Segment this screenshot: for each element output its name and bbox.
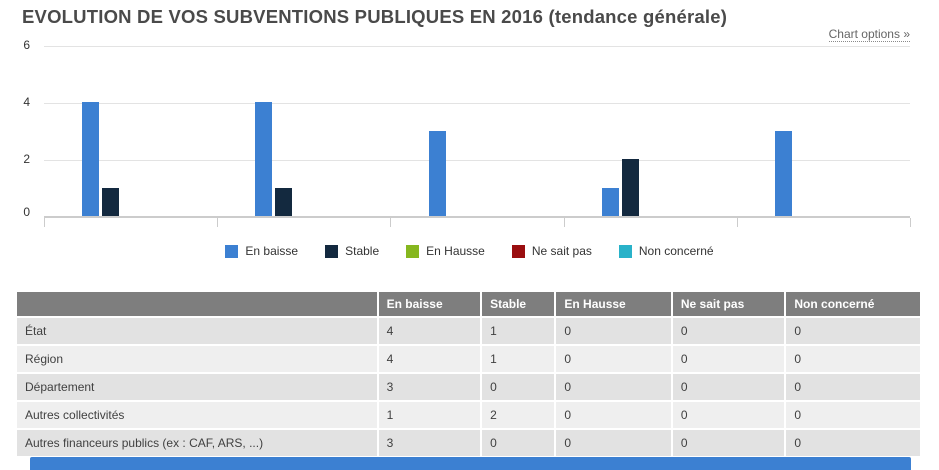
cell-value: 0 xyxy=(786,346,920,372)
results-table: En baisse Stable En Hausse Ne sait pas Non c… xyxy=(15,290,922,458)
x-axis-tick xyxy=(217,218,219,227)
legend-label: Stable xyxy=(345,244,380,258)
cell-value: 0 xyxy=(786,318,920,344)
chart-options-link[interactable]: Chart options » xyxy=(828,27,910,42)
bar-en-baisse xyxy=(82,102,100,216)
column-header: Ne sait pas xyxy=(672,292,785,316)
row-label: Département xyxy=(17,374,377,400)
column-header xyxy=(17,292,377,316)
table-row: Département 3 0 0 0 0 xyxy=(17,374,920,400)
bar-en-baisse xyxy=(774,130,792,216)
column-header: Non concerné xyxy=(786,292,920,316)
cell-value: 0 xyxy=(672,346,785,372)
y-tick-label: 4 xyxy=(23,95,30,109)
y-tick-label: 6 xyxy=(23,38,30,52)
next-section-bar-partial xyxy=(30,457,911,470)
legend-swatch-icon xyxy=(618,244,632,258)
gridline xyxy=(44,103,910,104)
row-label: Autres collectivités xyxy=(17,402,377,428)
cell-value: 3 xyxy=(378,374,481,400)
cell-value: 0 xyxy=(786,374,920,400)
table-header-row: En baisse Stable En Hausse Ne sait pas Non c… xyxy=(17,292,920,316)
x-axis-tick xyxy=(44,218,45,227)
column-header: En Hausse xyxy=(556,292,671,316)
cell-value: 0 xyxy=(786,402,920,428)
legend-label: En baisse xyxy=(245,244,299,258)
legend-label: En Hausse xyxy=(426,244,485,258)
cell-value: 1 xyxy=(378,402,481,428)
table-row: Autres collectivités 1 2 0 0 0 xyxy=(17,402,920,428)
chart-legend: En baisse Stable En Hausse Ne sait pas Non c… xyxy=(0,244,939,258)
x-axis-tick xyxy=(563,218,565,227)
gridline xyxy=(44,46,910,47)
cell-value: 4 xyxy=(378,318,481,344)
row-label: État xyxy=(17,318,377,344)
cell-value: 0 xyxy=(672,430,785,456)
cell-value: 2 xyxy=(482,402,555,428)
bar-stable xyxy=(621,159,639,216)
legend-swatch-icon xyxy=(406,244,420,258)
bar-en-baisse xyxy=(255,102,273,216)
cell-value: 0 xyxy=(672,402,785,428)
legend-item: En baisse xyxy=(225,244,298,258)
page-title: EVOLUTION DE VOS SUBVENTIONS PUBLIQUES E… xyxy=(22,6,728,27)
cell-value: 0 xyxy=(556,430,671,456)
cell-value: 0 xyxy=(672,318,785,344)
table-body: État 4 1 0 0 0 Région 4 1 0 0 0 Département 3 0 0 0 0 Autr… xyxy=(17,318,920,456)
cell-value: 0 xyxy=(482,430,555,456)
cell-value: 1 xyxy=(482,318,555,344)
column-header: Stable xyxy=(482,292,555,316)
x-axis-tick xyxy=(910,218,911,227)
x-axis-tick xyxy=(736,218,738,227)
table-header: En baisse Stable En Hausse Ne sait pas Non c… xyxy=(17,292,920,316)
legend-item: Non concerné xyxy=(618,244,714,258)
cell-value: 3 xyxy=(378,430,481,456)
legend-item: Stable xyxy=(325,244,379,258)
column-header: En baisse xyxy=(378,292,481,316)
cell-value: 0 xyxy=(556,374,671,400)
cell-value: 1 xyxy=(482,346,555,372)
row-label: Région xyxy=(17,346,377,372)
cell-value: 4 xyxy=(378,346,481,372)
table-row: Autres financeurs publics (ex : CAF, ARS… xyxy=(17,430,920,456)
bar-stable xyxy=(102,187,120,216)
cell-value: 0 xyxy=(556,346,671,372)
legend-swatch-icon xyxy=(325,244,339,258)
gridline xyxy=(44,160,910,161)
legend-swatch-icon xyxy=(225,244,239,258)
cell-value: 0 xyxy=(556,402,671,428)
table-row: Région 4 1 0 0 0 xyxy=(17,346,920,372)
bar-stable xyxy=(275,187,293,216)
legend-label: Ne sait pas xyxy=(531,244,592,258)
y-tick-label: 2 xyxy=(23,152,30,166)
legend-label: Non concerné xyxy=(638,244,714,258)
cell-value: 0 xyxy=(672,374,785,400)
cell-value: 0 xyxy=(786,430,920,456)
legend-item: En Hausse xyxy=(406,244,485,258)
row-label: Autres financeurs publics (ex : CAF, ARS… xyxy=(17,430,377,456)
bar-en-baisse xyxy=(601,187,619,216)
x-axis-tick xyxy=(390,218,392,227)
y-tick-label: 0 xyxy=(23,205,30,219)
cell-value: 0 xyxy=(556,318,671,344)
bar-chart: 6 4 2 0 xyxy=(23,38,911,227)
x-axis-line xyxy=(44,216,910,218)
bar-en-baisse xyxy=(428,130,446,216)
legend-item: Ne sait pas xyxy=(511,244,592,258)
table-row: État 4 1 0 0 0 xyxy=(17,318,920,344)
cell-value: 0 xyxy=(482,374,555,400)
legend-swatch-icon xyxy=(511,244,525,258)
